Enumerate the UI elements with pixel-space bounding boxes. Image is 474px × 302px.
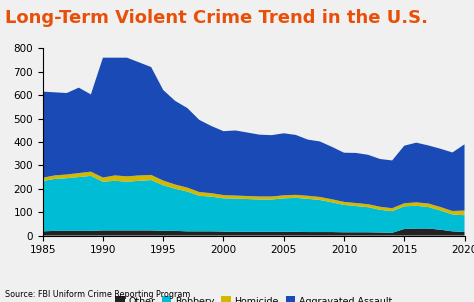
- Text: Long-Term Violent Crime Trend in the U.S.: Long-Term Violent Crime Trend in the U.S…: [5, 9, 428, 27]
- Legend: Other, Robbery, Homicide, Aggravated Assault: Other, Robbery, Homicide, Aggravated Ass…: [111, 293, 396, 302]
- Text: Source: FBI Uniform Crime Reporting Program: Source: FBI Uniform Crime Reporting Prog…: [5, 290, 190, 299]
